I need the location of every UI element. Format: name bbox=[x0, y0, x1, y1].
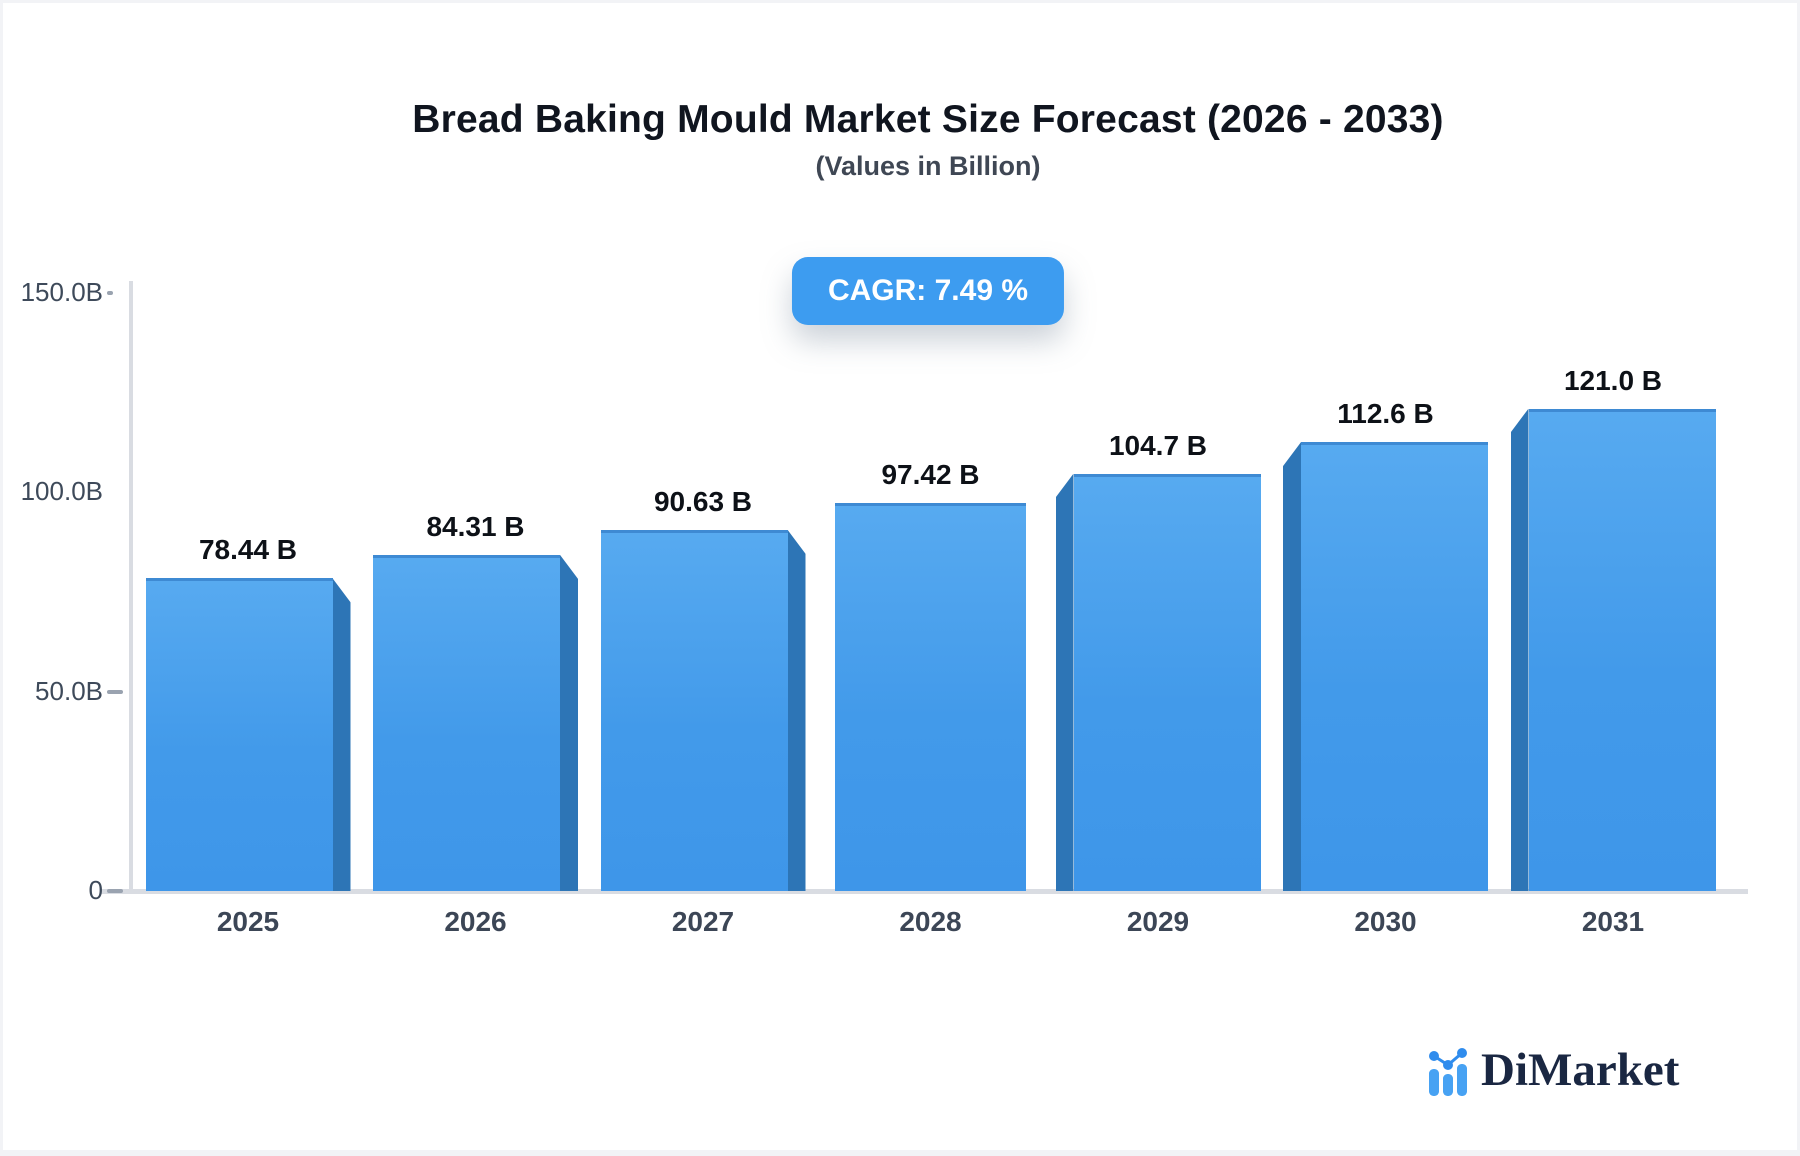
y-axis-line bbox=[129, 281, 133, 893]
bar-side bbox=[1283, 442, 1301, 891]
bar-face bbox=[145, 578, 333, 891]
bar-2030[interactable] bbox=[1283, 442, 1488, 891]
brand-logo-icon bbox=[1429, 1048, 1467, 1096]
x-axis-label: 2027 bbox=[671, 906, 735, 937]
bar-face bbox=[1073, 473, 1261, 891]
bar-value-label: 78.44 B bbox=[198, 534, 298, 566]
bar-value-label: 121.0 B bbox=[1563, 364, 1663, 396]
bar-face bbox=[1301, 442, 1488, 891]
bar-2027[interactable] bbox=[600, 529, 806, 891]
x-axis-label: 2031 bbox=[1581, 906, 1645, 937]
y-tick-mark bbox=[107, 889, 123, 893]
chart-card: Bread Baking Mould Market Size Forecast … bbox=[3, 3, 1797, 1150]
x-axis-label: 2028 bbox=[899, 906, 962, 937]
bar-face bbox=[1528, 408, 1716, 891]
x-axis-label: 2025 bbox=[216, 906, 280, 937]
bar-value-label: 90.63 B bbox=[653, 485, 753, 517]
y-tick-label: 100.0B bbox=[20, 476, 103, 507]
bar-2028[interactable] bbox=[828, 502, 1033, 891]
y-tick-mark bbox=[107, 689, 123, 694]
brand-logo[interactable]: DiMarket bbox=[1427, 1041, 1679, 1097]
x-axis-line bbox=[100, 889, 1748, 894]
bar-value-label: 112.6 B bbox=[1337, 398, 1434, 430]
chart-title: Bread Baking Mould Market Size Forecast … bbox=[412, 98, 1444, 141]
bar-value-label: 104.7 B bbox=[1108, 429, 1208, 461]
plot-area: 150.0B 100.0B 50.0B 0 78.44 B 2025 84.31 B 202… bbox=[3, 3, 1797, 1150]
y-tick-label: 0 bbox=[88, 875, 103, 905]
bar-face bbox=[600, 529, 788, 891]
bar-2031[interactable] bbox=[1510, 408, 1716, 891]
bar-2029[interactable] bbox=[1055, 473, 1261, 891]
bar-face bbox=[373, 554, 560, 891]
y-tick-label: 150.0B bbox=[20, 277, 103, 307]
x-axis-label: 2029 bbox=[1126, 906, 1190, 937]
bar-side bbox=[332, 578, 351, 891]
bar-side bbox=[1510, 408, 1529, 891]
cagr-badge: CAGR: 7.49 % bbox=[791, 257, 1065, 325]
x-axis-label: 2026 bbox=[444, 906, 507, 937]
brand-logo-text: DiMarket bbox=[1481, 1044, 1680, 1097]
bar-face bbox=[835, 502, 1026, 891]
bar-value-label: 84.31 B bbox=[426, 510, 525, 542]
y-tick-label: 50.0B bbox=[35, 675, 103, 706]
bar-side bbox=[560, 554, 578, 891]
bar-2026[interactable] bbox=[373, 554, 578, 891]
x-axis-label: 2030 bbox=[1354, 906, 1417, 937]
bar-side bbox=[787, 529, 806, 891]
bar-2025[interactable] bbox=[145, 578, 351, 891]
bar-value-label: 97.42 B bbox=[881, 458, 980, 490]
bar-side bbox=[1055, 473, 1074, 891]
y-tick-mark bbox=[107, 291, 113, 295]
chart-subtitle: (Values in Billion) bbox=[815, 151, 1041, 181]
